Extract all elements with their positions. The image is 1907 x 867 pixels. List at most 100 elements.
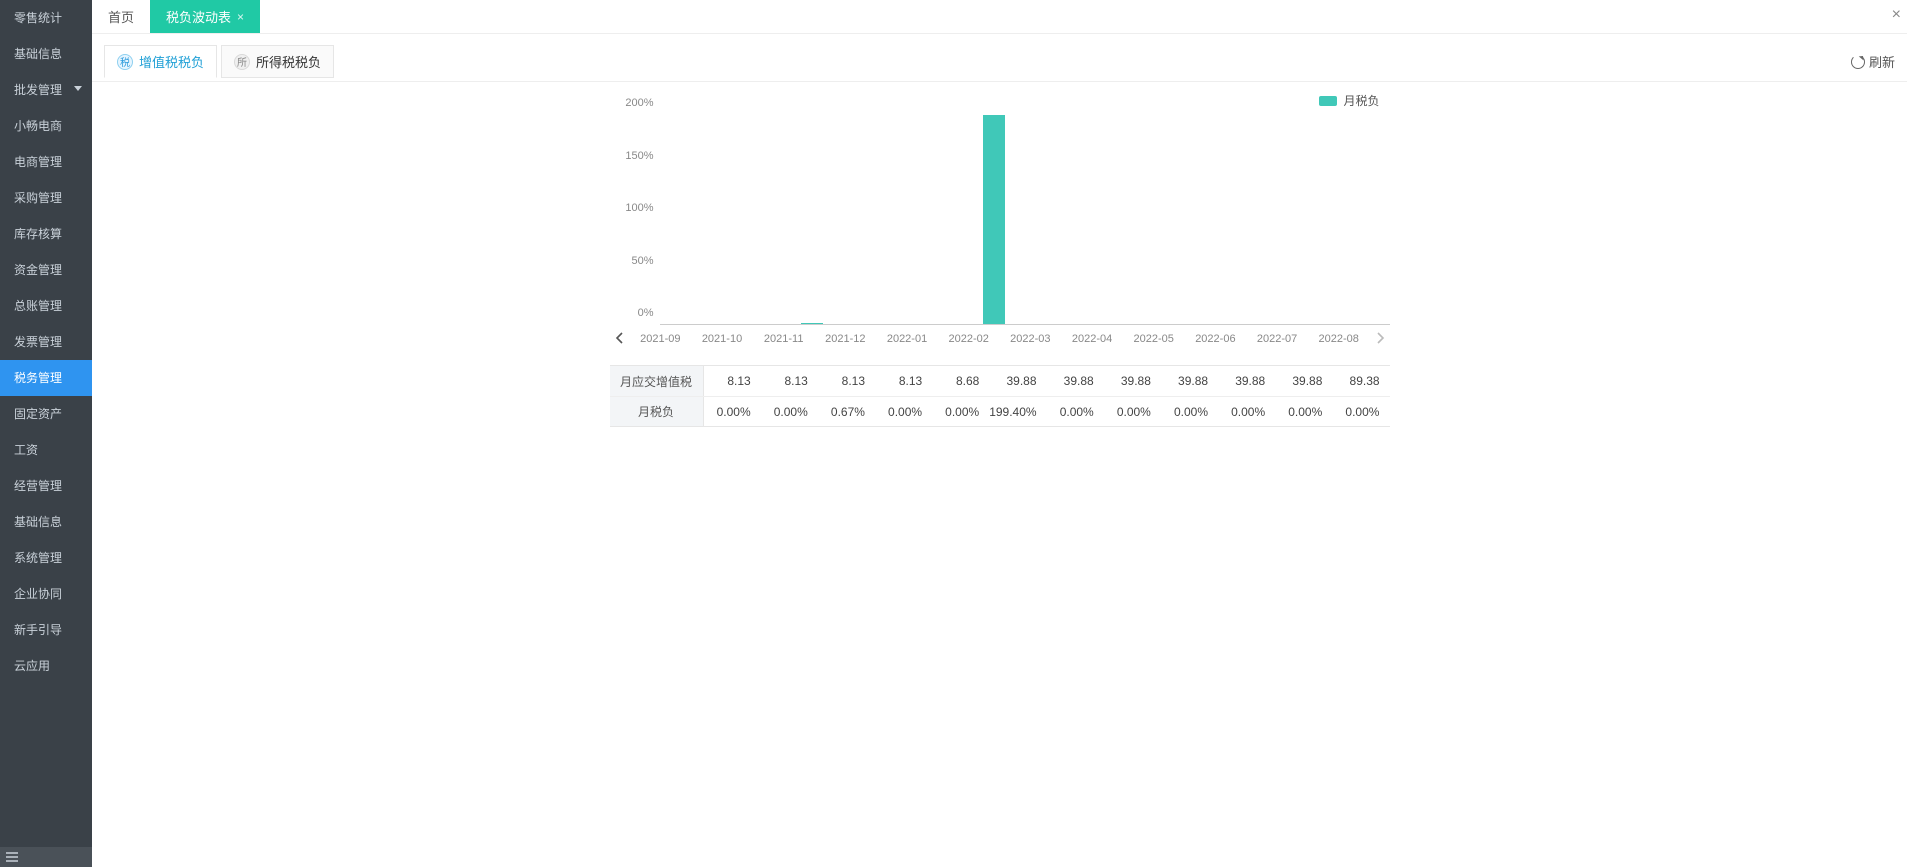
sidebar-item-label: 基础信息 [14, 515, 62, 529]
sidebar-item-4[interactable]: 电商管理 [0, 144, 92, 180]
table-cell: 8.13 [875, 366, 932, 396]
table-cell: 39.88 [1275, 366, 1332, 396]
y-axis: 0%50%100%150%200% [610, 115, 660, 325]
sidebar-item-13[interactable]: 经营管理 [0, 468, 92, 504]
refresh-icon [1851, 55, 1865, 69]
income-tax-icon: 所 [234, 54, 250, 70]
sidebar-item-label: 工资 [14, 443, 38, 457]
table-cell: 0.00% [1104, 397, 1161, 426]
x-tick: 2021-12 [815, 333, 877, 345]
chart-prev-button[interactable] [610, 331, 630, 347]
collapse-icon [6, 852, 18, 862]
close-icon[interactable]: × [237, 10, 244, 24]
subtabs-row: 税 增值税税负 所 所得税税负 刷新 [92, 42, 1907, 82]
y-tick: 200% [625, 97, 653, 109]
refresh-label: 刷新 [1869, 52, 1895, 71]
chart-legend: 月税负 [610, 92, 1390, 109]
chart-wrap: 月税负 0%50%100%150%200% 2021-092021-102021… [92, 82, 1907, 867]
sidebar-item-8[interactable]: 总账管理 [0, 288, 92, 324]
table-cell: 0.00% [704, 397, 761, 426]
table-row: 月应交增值税 8.138.138.138.138.6839.8839.8839.… [610, 366, 1390, 396]
sidebar-item-12[interactable]: 工资 [0, 432, 92, 468]
sidebar-item-3[interactable]: 小畅电商 [0, 108, 92, 144]
sidebar-item-14[interactable]: 基础信息 [0, 504, 92, 540]
sidebar-item-label: 总账管理 [14, 299, 62, 313]
chart-plot: 0%50%100%150%200% [610, 115, 1390, 325]
table-cell: 39.88 [1161, 366, 1218, 396]
sidebar-item-18[interactable]: 云应用 [0, 648, 92, 684]
refresh-button[interactable]: 刷新 [1851, 52, 1895, 71]
sidebar-item-1[interactable]: 基础信息 [0, 36, 92, 72]
x-axis-row: 2021-092021-102021-112021-122022-012022-… [610, 331, 1390, 347]
sidebar-item-label: 基础信息 [14, 47, 62, 61]
chart-bar [801, 323, 823, 324]
row1-cells: 8.138.138.138.138.6839.8839.8839.8839.88… [704, 366, 1390, 396]
legend-swatch [1319, 96, 1337, 106]
sidebar-item-11[interactable]: 固定资产 [0, 396, 92, 432]
y-tick: 150% [625, 150, 653, 162]
table-cell: 8.13 [818, 366, 875, 396]
chevron-down-icon [74, 86, 82, 91]
x-tick: 2021-11 [753, 333, 815, 345]
sidebar-item-10[interactable]: 税务管理 [0, 360, 92, 396]
tab-home[interactable]: 首页 [92, 0, 150, 33]
row1-label: 月应交增值税 [610, 366, 704, 396]
table-cell: 199.40% [989, 397, 1046, 426]
sidebar-item-label: 系统管理 [14, 551, 62, 565]
chart-next-button[interactable] [1370, 331, 1390, 347]
main-area: 首页 税负波动表 × × 税 增值税税负 所 所得税税负 刷新 [92, 0, 1907, 867]
x-tick: 2022-08 [1308, 333, 1370, 345]
sidebar-item-label: 采购管理 [14, 191, 62, 205]
table-cell: 39.88 [1218, 366, 1275, 396]
sidebar-item-label: 零售统计 [14, 11, 62, 25]
sidebar-item-17[interactable]: 新手引导 [0, 612, 92, 648]
top-tabs: 首页 税负波动表 × × [92, 0, 1907, 34]
table-cell: 39.88 [989, 366, 1046, 396]
table-cell: 0.00% [1047, 397, 1104, 426]
close-all-tabs-icon[interactable]: × [1892, 6, 1901, 24]
legend-label: 月税负 [1343, 92, 1379, 109]
data-table: 月应交增值税 8.138.138.138.138.6839.8839.8839.… [610, 365, 1390, 427]
sidebar-item-9[interactable]: 发票管理 [0, 324, 92, 360]
chevron-right-icon [1375, 332, 1385, 344]
content: 税 增值税税负 所 所得税税负 刷新 月税负 0%50%100%150%200% [92, 34, 1907, 867]
sidebar-item-label: 批发管理 [14, 83, 62, 97]
chevron-left-icon [615, 332, 625, 344]
sidebar-item-7[interactable]: 资金管理 [0, 252, 92, 288]
tab-home-label: 首页 [108, 7, 134, 26]
table-row: 月税负 0.00%0.00%0.67%0.00%0.00%199.40%0.00… [610, 396, 1390, 426]
sidebar-item-6[interactable]: 库存核算 [0, 216, 92, 252]
x-tick: 2022-07 [1246, 333, 1308, 345]
table-cell: 8.13 [704, 366, 761, 396]
row2-label: 月税负 [610, 397, 704, 426]
x-tick: 2022-04 [1061, 333, 1123, 345]
sidebar-item-label: 库存核算 [14, 227, 62, 241]
y-tick: 100% [625, 202, 653, 214]
vat-icon: 税 [117, 54, 133, 70]
sidebar-item-5[interactable]: 采购管理 [0, 180, 92, 216]
subtab-income-tax[interactable]: 所 所得税税负 [221, 45, 334, 78]
y-tick: 0% [638, 307, 654, 319]
sidebar-item-label: 新手引导 [14, 623, 62, 637]
sidebar-item-0[interactable]: 零售统计 [0, 0, 92, 36]
table-cell: 0.67% [818, 397, 875, 426]
sidebar-item-label: 企业协同 [14, 587, 62, 601]
x-tick: 2022-06 [1185, 333, 1247, 345]
sidebar-item-label: 税务管理 [14, 371, 62, 385]
subtab-vat[interactable]: 税 增值税税负 [104, 45, 217, 78]
sidebar-item-2[interactable]: 批发管理 [0, 72, 92, 108]
sidebar-collapse-bar[interactable] [0, 847, 92, 867]
sidebar-item-16[interactable]: 企业协同 [0, 576, 92, 612]
sidebar-item-15[interactable]: 系统管理 [0, 540, 92, 576]
table-cell: 0.00% [1218, 397, 1275, 426]
table-cell: 39.88 [1047, 366, 1104, 396]
tab-tax-burden-fluctuation[interactable]: 税负波动表 × [150, 0, 260, 33]
sidebar-item-label: 小畅电商 [14, 119, 62, 133]
table-cell: 0.00% [1275, 397, 1332, 426]
x-tick: 2021-10 [691, 333, 753, 345]
table-cell: 39.88 [1104, 366, 1161, 396]
chart-bar [983, 115, 1005, 324]
sidebar-item-label: 云应用 [14, 659, 50, 673]
table-cell: 8.68 [932, 366, 989, 396]
sidebar-item-label: 固定资产 [14, 407, 62, 421]
